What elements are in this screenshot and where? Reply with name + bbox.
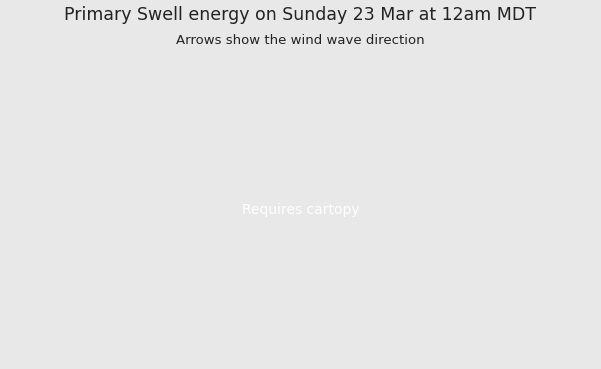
Text: Primary Swell energy on Sunday 23 Mar at 12am MDT: Primary Swell energy on Sunday 23 Mar at… bbox=[64, 6, 537, 24]
Text: Requires cartopy: Requires cartopy bbox=[242, 203, 359, 217]
Text: Arrows show the wind wave direction: Arrows show the wind wave direction bbox=[176, 34, 425, 47]
